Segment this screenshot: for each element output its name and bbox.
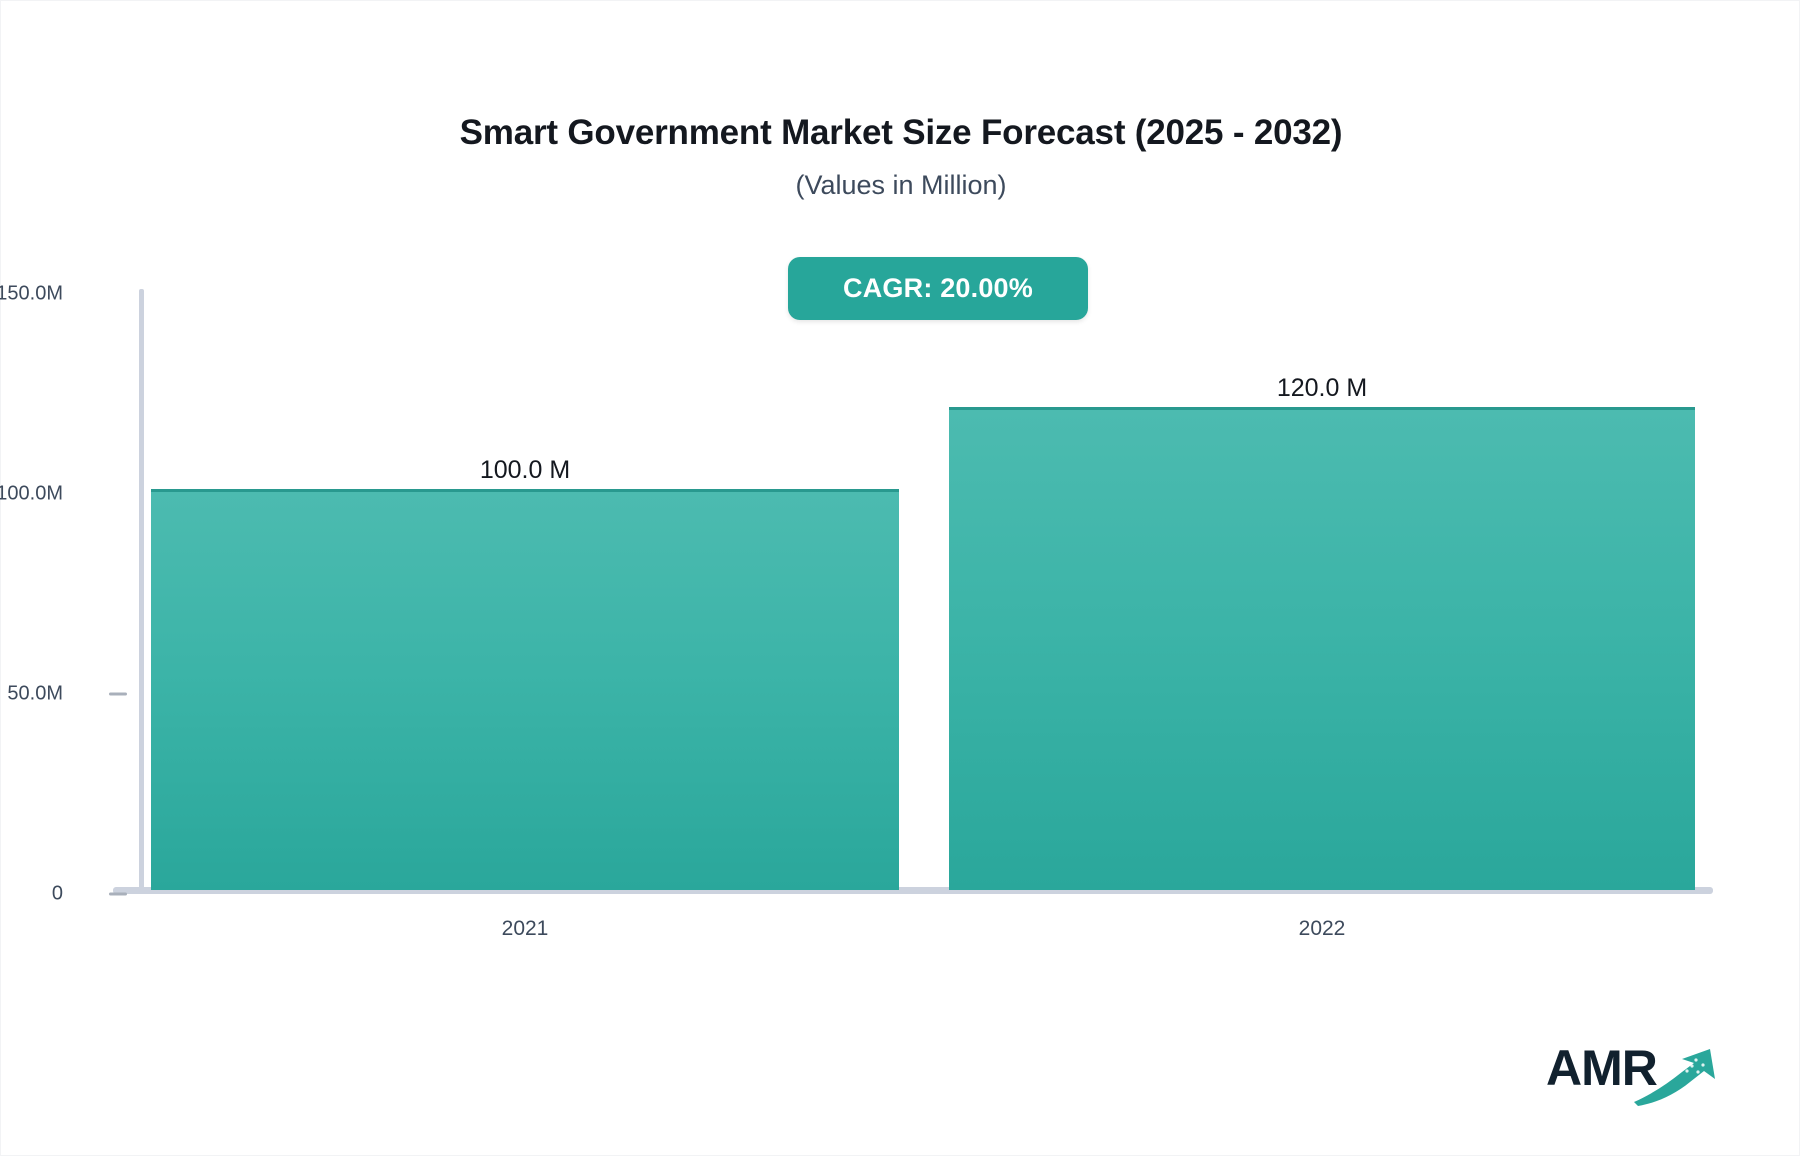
y-tick-label-0: 0 bbox=[51, 882, 63, 905]
page-title: Smart Government Market Size Forecast (2… bbox=[459, 113, 1343, 152]
y-tick-label-50: 50.0M bbox=[7, 682, 63, 705]
bar-value-label-2022: 120.0 M bbox=[1276, 374, 1368, 402]
bar-value-label-2021: 100.0 M bbox=[479, 456, 571, 484]
y-tick-label-100: 100.0M bbox=[0, 482, 63, 505]
cagr-badge-label: CAGR: 20.00% bbox=[843, 273, 1033, 303]
bar-2022 bbox=[949, 407, 1695, 890]
y-axis-line bbox=[139, 289, 144, 889]
bar-2021 bbox=[151, 489, 899, 890]
x-tick-label-2021: 2021 bbox=[501, 917, 549, 940]
y-tick-label-150: 150.0M bbox=[0, 282, 63, 305]
cagr-badge: CAGR: 20.00% bbox=[788, 257, 1088, 320]
y-tick-dash-50 bbox=[109, 692, 127, 696]
x-axis-baseline bbox=[113, 887, 1713, 894]
amr-logo-text: AMR bbox=[1546, 1040, 1658, 1096]
chart-subtitle: (Values in Million) bbox=[795, 170, 1007, 200]
y-tick-dash-0 bbox=[109, 892, 127, 896]
x-tick-label-2022: 2022 bbox=[1298, 917, 1346, 940]
growth-arrow-icon bbox=[1632, 1045, 1727, 1107]
amr-logo: AMR bbox=[1546, 1037, 1726, 1109]
